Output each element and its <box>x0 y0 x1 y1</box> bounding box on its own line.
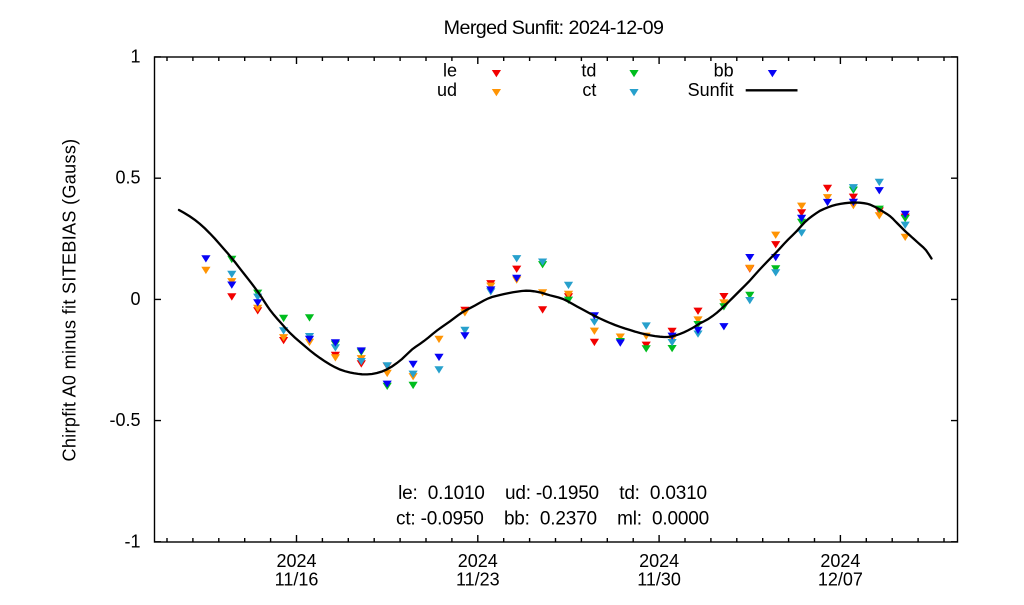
svg-text:1: 1 <box>130 46 140 66</box>
svg-text:td: td <box>581 61 596 81</box>
svg-text:11/30: 11/30 <box>637 570 681 590</box>
svg-text:-1: -1 <box>124 531 140 551</box>
svg-text:bb: bb <box>714 61 734 81</box>
svg-text:11/23: 11/23 <box>456 570 500 590</box>
svg-text:Merged Sunfit: 2024-12-09: Merged Sunfit: 2024-12-09 <box>444 17 664 39</box>
svg-text:11/16: 11/16 <box>275 570 319 590</box>
svg-text:-0.5: -0.5 <box>109 410 140 430</box>
svg-text:le: 0.1010 ud: -0.1950: le: 0.1010 ud: -0.1950 td: 0.0310 <box>398 483 707 504</box>
svg-text:ud: ud <box>437 80 457 100</box>
svg-text:12/07: 12/07 <box>818 570 863 590</box>
svg-text:Sunfit: Sunfit <box>688 80 734 100</box>
svg-text:0: 0 <box>130 289 140 309</box>
svg-text:le: le <box>443 61 457 81</box>
svg-text:0.5: 0.5 <box>115 168 140 188</box>
svg-text:2024: 2024 <box>276 551 316 571</box>
svg-text:2024: 2024 <box>458 551 498 571</box>
svg-text:ct: -0.0950 bb: 0.2370: ct: -0.0950 bb: 0.2370 ml: 0.0000 <box>396 509 709 530</box>
svg-text:2024: 2024 <box>639 551 679 571</box>
svg-text:ct: ct <box>582 80 596 100</box>
svg-text:2024: 2024 <box>820 551 860 571</box>
svg-text:Chirpfit A0 minus fit SITEBIAS: Chirpfit A0 minus fit SITEBIAS (Gauss) <box>59 138 79 461</box>
